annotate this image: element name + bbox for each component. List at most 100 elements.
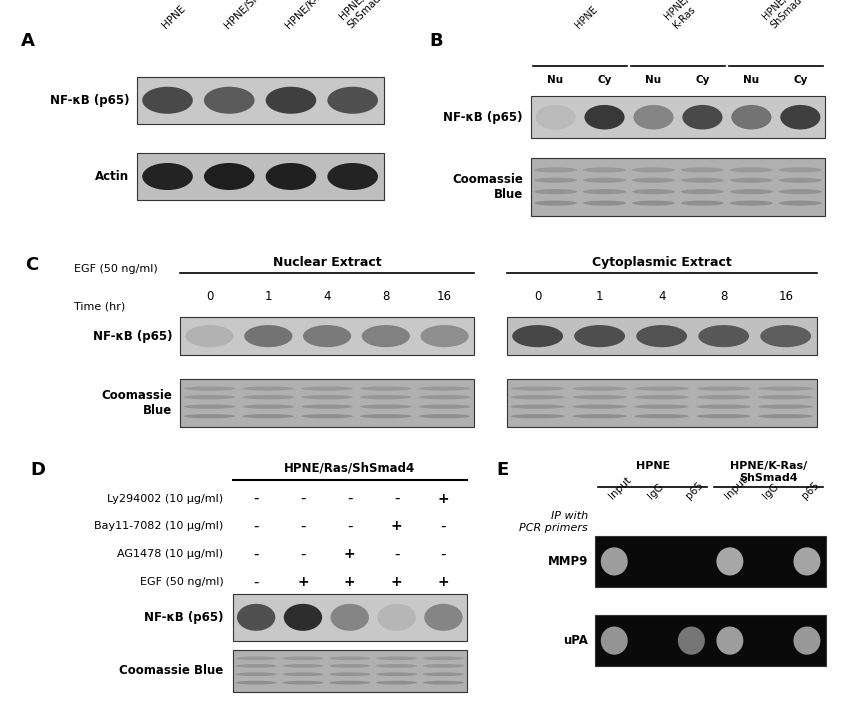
Ellipse shape (235, 657, 277, 660)
Ellipse shape (780, 105, 820, 129)
Text: -: - (440, 519, 446, 534)
Ellipse shape (730, 167, 773, 172)
Ellipse shape (632, 189, 675, 194)
Ellipse shape (779, 178, 822, 183)
Ellipse shape (634, 386, 689, 390)
Ellipse shape (583, 189, 626, 194)
Text: A: A (20, 32, 35, 50)
Ellipse shape (793, 547, 820, 575)
Ellipse shape (282, 681, 324, 685)
Ellipse shape (730, 178, 773, 183)
Ellipse shape (698, 325, 749, 347)
Ellipse shape (184, 395, 235, 400)
FancyBboxPatch shape (137, 77, 383, 124)
Ellipse shape (634, 414, 689, 419)
Text: NF-κB (p65): NF-κB (p65) (93, 330, 172, 342)
Ellipse shape (513, 325, 563, 347)
Ellipse shape (421, 325, 468, 347)
FancyBboxPatch shape (137, 153, 383, 200)
Text: C: C (26, 256, 38, 274)
Ellipse shape (235, 664, 277, 668)
Ellipse shape (424, 604, 462, 631)
Text: NF-κB (p65): NF-κB (p65) (144, 611, 224, 624)
Ellipse shape (632, 178, 675, 183)
Ellipse shape (731, 105, 772, 129)
Ellipse shape (758, 395, 813, 400)
Ellipse shape (184, 386, 235, 390)
FancyBboxPatch shape (507, 379, 817, 426)
Text: -: - (253, 519, 259, 534)
Text: HPNE/ShSmad4: HPNE/ShSmad4 (222, 0, 286, 30)
Text: HPNE: HPNE (636, 461, 670, 471)
Ellipse shape (242, 386, 294, 390)
Text: Coomassie
Blue: Coomassie Blue (101, 389, 172, 417)
Ellipse shape (422, 681, 464, 685)
Ellipse shape (235, 681, 277, 685)
Ellipse shape (572, 395, 627, 400)
Ellipse shape (331, 604, 369, 631)
Ellipse shape (760, 325, 811, 347)
Ellipse shape (282, 672, 324, 676)
Ellipse shape (266, 87, 316, 114)
Ellipse shape (779, 167, 822, 172)
Ellipse shape (244, 325, 292, 347)
Ellipse shape (534, 167, 577, 172)
Ellipse shape (681, 189, 724, 194)
FancyBboxPatch shape (595, 536, 826, 587)
Ellipse shape (575, 325, 625, 347)
Text: Input: Input (722, 474, 749, 501)
Text: +: + (391, 520, 402, 534)
Ellipse shape (184, 414, 235, 419)
Text: HPNE: HPNE (573, 4, 599, 30)
Text: Cy: Cy (598, 75, 612, 85)
Text: +: + (391, 575, 402, 590)
Ellipse shape (683, 105, 722, 129)
Text: HPNE/Ras/ShSmad4: HPNE/Ras/ShSmad4 (284, 461, 416, 474)
Ellipse shape (510, 405, 565, 409)
Text: p65: p65 (684, 479, 705, 501)
Ellipse shape (572, 414, 627, 419)
Text: +: + (344, 575, 355, 590)
Text: Cy: Cy (793, 75, 808, 85)
Ellipse shape (585, 105, 625, 129)
Text: Bay11-7082 (10 μg/ml): Bay11-7082 (10 μg/ml) (94, 522, 224, 532)
Ellipse shape (419, 405, 470, 409)
Ellipse shape (634, 405, 689, 409)
Ellipse shape (284, 604, 322, 631)
Ellipse shape (696, 395, 751, 400)
Ellipse shape (583, 167, 626, 172)
Ellipse shape (534, 189, 577, 194)
Text: 8: 8 (720, 289, 728, 303)
Text: HPNE/K-Ras/
ShSmad4: HPNE/K-Ras/ ShSmad4 (337, 0, 398, 30)
Text: HPNE/K-Ras: HPNE/K-Ras (284, 0, 333, 30)
Ellipse shape (696, 405, 751, 409)
Ellipse shape (242, 405, 294, 409)
Ellipse shape (185, 325, 234, 347)
Ellipse shape (360, 405, 411, 409)
Ellipse shape (329, 657, 371, 660)
Text: AG1478 (10 μg/ml): AG1478 (10 μg/ml) (117, 549, 224, 559)
Ellipse shape (327, 163, 378, 190)
Ellipse shape (282, 664, 324, 668)
Text: HPNE/
K-Ras: HPNE/ K-Ras (663, 0, 700, 30)
Text: Time (hr): Time (hr) (74, 302, 125, 312)
Ellipse shape (327, 87, 378, 114)
FancyBboxPatch shape (507, 317, 817, 355)
Ellipse shape (636, 325, 687, 347)
Text: EGF (50 ng/ml): EGF (50 ng/ml) (74, 263, 158, 274)
Text: Coomassie Blue: Coomassie Blue (119, 664, 224, 678)
Ellipse shape (758, 386, 813, 390)
Ellipse shape (376, 657, 417, 660)
Ellipse shape (601, 547, 628, 575)
Text: 16: 16 (437, 289, 452, 303)
Text: MMP9: MMP9 (547, 555, 588, 568)
Text: 1: 1 (596, 289, 603, 303)
Ellipse shape (142, 163, 193, 190)
Ellipse shape (793, 626, 820, 654)
Text: -: - (394, 547, 399, 562)
Text: IgG: IgG (646, 481, 666, 501)
Ellipse shape (242, 395, 294, 400)
Text: Nu: Nu (744, 75, 759, 85)
Ellipse shape (419, 386, 470, 390)
Ellipse shape (282, 657, 324, 660)
